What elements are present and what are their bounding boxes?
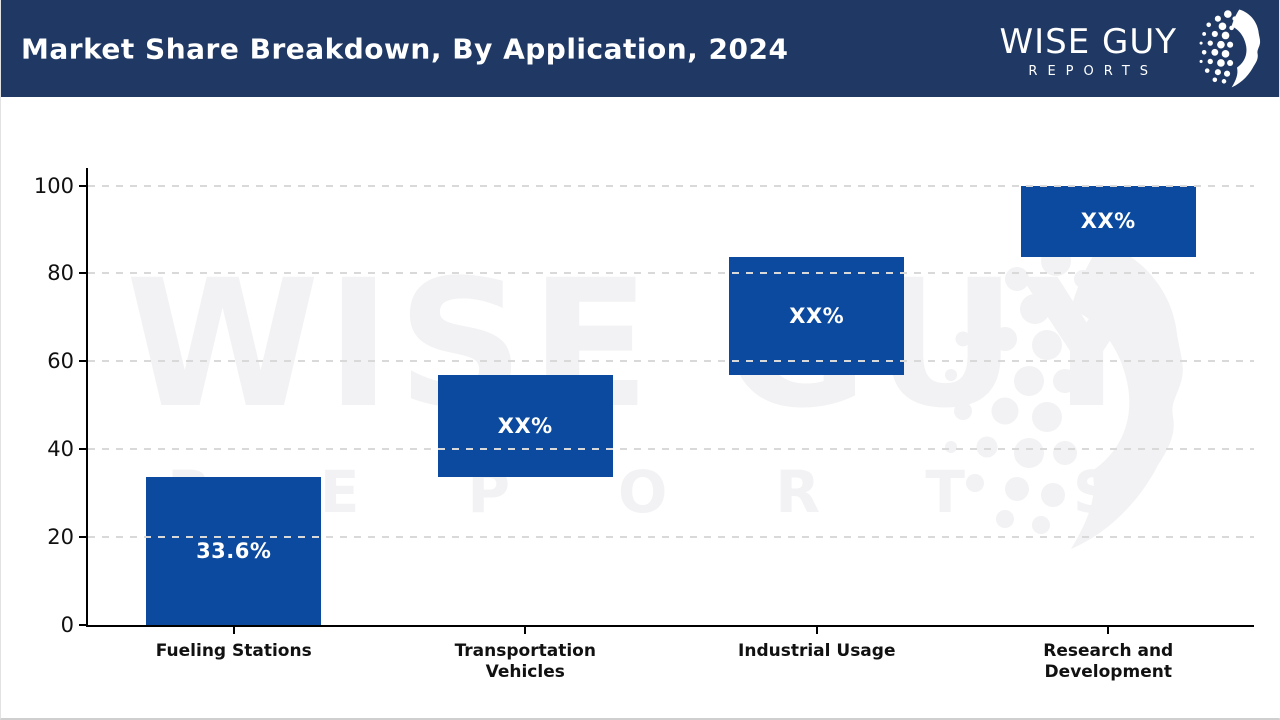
x-axis-category-label: Fueling Stations xyxy=(155,641,312,661)
brand-logo-text: WISE GUY REPORTS xyxy=(999,22,1177,79)
brand-subtitle: REPORTS xyxy=(1028,63,1159,79)
gridline xyxy=(88,360,1254,363)
brand-name: WISE GUY xyxy=(999,21,1177,62)
bar: XX% xyxy=(729,257,905,375)
bar-value-label: XX% xyxy=(497,413,553,438)
y-axis-tick xyxy=(79,624,86,626)
bar: 33.6% xyxy=(146,477,322,625)
bar-value-label: 33.6% xyxy=(196,539,272,564)
bar-value-label: XX% xyxy=(789,303,845,328)
brand-face-icon xyxy=(1199,9,1261,88)
y-axis-tick xyxy=(79,272,86,275)
x-axis-tick xyxy=(1107,627,1110,634)
y-axis-tick xyxy=(79,184,86,187)
y-axis-tick-label: 60 xyxy=(47,349,74,374)
page-title: Market Share Breakdown, By Application, … xyxy=(21,32,789,65)
gridline xyxy=(88,184,1254,187)
x-axis-tick xyxy=(232,627,235,634)
gridline xyxy=(88,536,1254,539)
x-axis-tick xyxy=(815,627,818,634)
y-axis-tick xyxy=(79,448,86,451)
y-axis-tick-label: 40 xyxy=(47,437,74,462)
x-axis-tick xyxy=(524,627,527,634)
y-axis-tick-label: 80 xyxy=(47,261,74,286)
y-axis-tick-label: 0 xyxy=(60,613,74,637)
x-axis-category-label: Research and Development xyxy=(1043,641,1174,683)
gridline xyxy=(88,448,1254,451)
bar: XX% xyxy=(437,374,613,478)
x-axis-category-label: Industrial Usage xyxy=(738,641,896,661)
plot: 33.6% XX% XX% XX% 0 20 40 60 80 100 Fueling Statio… xyxy=(34,168,1254,682)
brand-logo: WISE GUY REPORTS xyxy=(999,8,1267,92)
header-bar: Market Share Breakdown, By Application, … xyxy=(1,0,1279,97)
y-axis-tick xyxy=(79,360,86,363)
y-axis-tick-label: 20 xyxy=(47,525,74,550)
y-axis-tick-label: 100 xyxy=(33,173,74,198)
gridline xyxy=(88,272,1254,275)
bar: XX% xyxy=(1020,185,1196,258)
x-axis-category-label: Transportation Vehicles xyxy=(454,641,596,683)
chart-area: WISE GUY REPORTS 33.6% XX% XX% XX% 0 20 40 60 80… xyxy=(1,97,1280,718)
y-axis-tick xyxy=(79,536,86,539)
bar-value-label: XX% xyxy=(1080,209,1136,234)
